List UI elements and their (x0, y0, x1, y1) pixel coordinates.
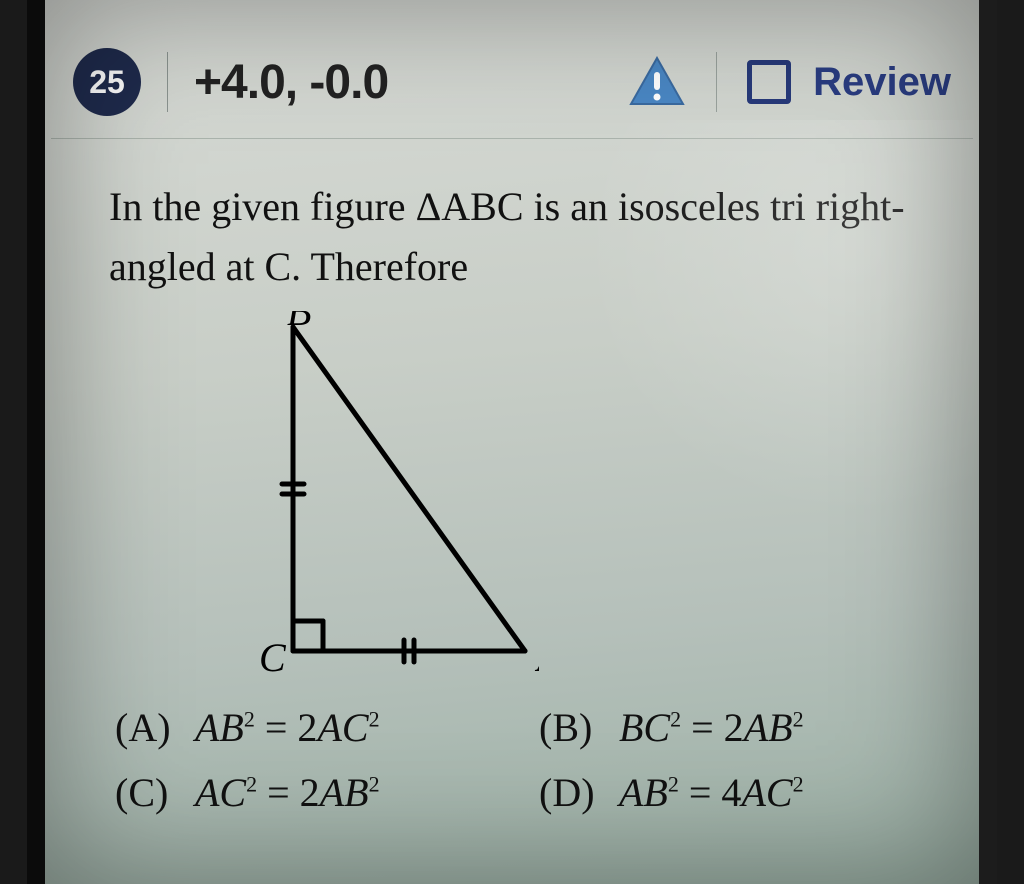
question-number-badge: 25 (73, 48, 141, 116)
score-text: +4.0, -0.0 (194, 55, 388, 110)
app-screen: 25 +4.0, -0.0 Review In the given figure… (27, 0, 997, 884)
option-c[interactable]: (C) AC2 = 2AB2 (115, 769, 515, 816)
question-area: In the given figure ΔABC is an isosceles… (45, 139, 979, 816)
warning-exclaim-bar (654, 72, 660, 90)
question-line-2: angled at C. Therefore (109, 244, 468, 289)
question-line-1: In the given figure ΔABC is an isosceles… (109, 184, 905, 229)
option-b[interactable]: (B) BC2 = 2AB2 (539, 704, 939, 751)
option-equation: AB2 = 4AC2 (619, 769, 804, 816)
option-d[interactable]: (D) AB2 = 4AC2 (539, 769, 939, 816)
review-checkbox[interactable] (747, 60, 791, 104)
option-equation: AB2 = 2AC2 (195, 704, 380, 751)
vertical-separator (167, 52, 168, 112)
triangle-figure: B C A (229, 311, 939, 696)
options-grid: (A)AB2 = 2AC2(B)BC2 = 2AB2(C)AC2 = 2AB2(… (109, 704, 939, 816)
vertical-separator-2 (716, 52, 717, 112)
review-label: Review (813, 60, 951, 105)
option-letter: (C) (115, 769, 181, 816)
question-header: 25 +4.0, -0.0 Review (45, 0, 979, 138)
phone-frame: 25 +4.0, -0.0 Review In the given figure… (0, 0, 1024, 884)
warning-icon (628, 56, 686, 108)
option-a[interactable]: (A) AB2 = 2AC2 (115, 704, 515, 751)
option-equation: BC2 = 2AB2 (619, 704, 804, 751)
option-letter: (D) (539, 769, 605, 816)
option-equation: AC2 = 2AB2 (195, 769, 380, 816)
svg-text:B: B (287, 311, 311, 334)
option-letter: (B) (539, 704, 605, 751)
question-number: 25 (89, 64, 125, 101)
svg-text:A: A (534, 635, 539, 680)
question-text: In the given figure ΔABC is an isosceles… (109, 177, 939, 297)
svg-text:C: C (259, 635, 287, 680)
warning-exclaim-dot (654, 94, 661, 101)
option-letter: (A) (115, 704, 181, 751)
triangle-svg: B C A (229, 311, 539, 691)
